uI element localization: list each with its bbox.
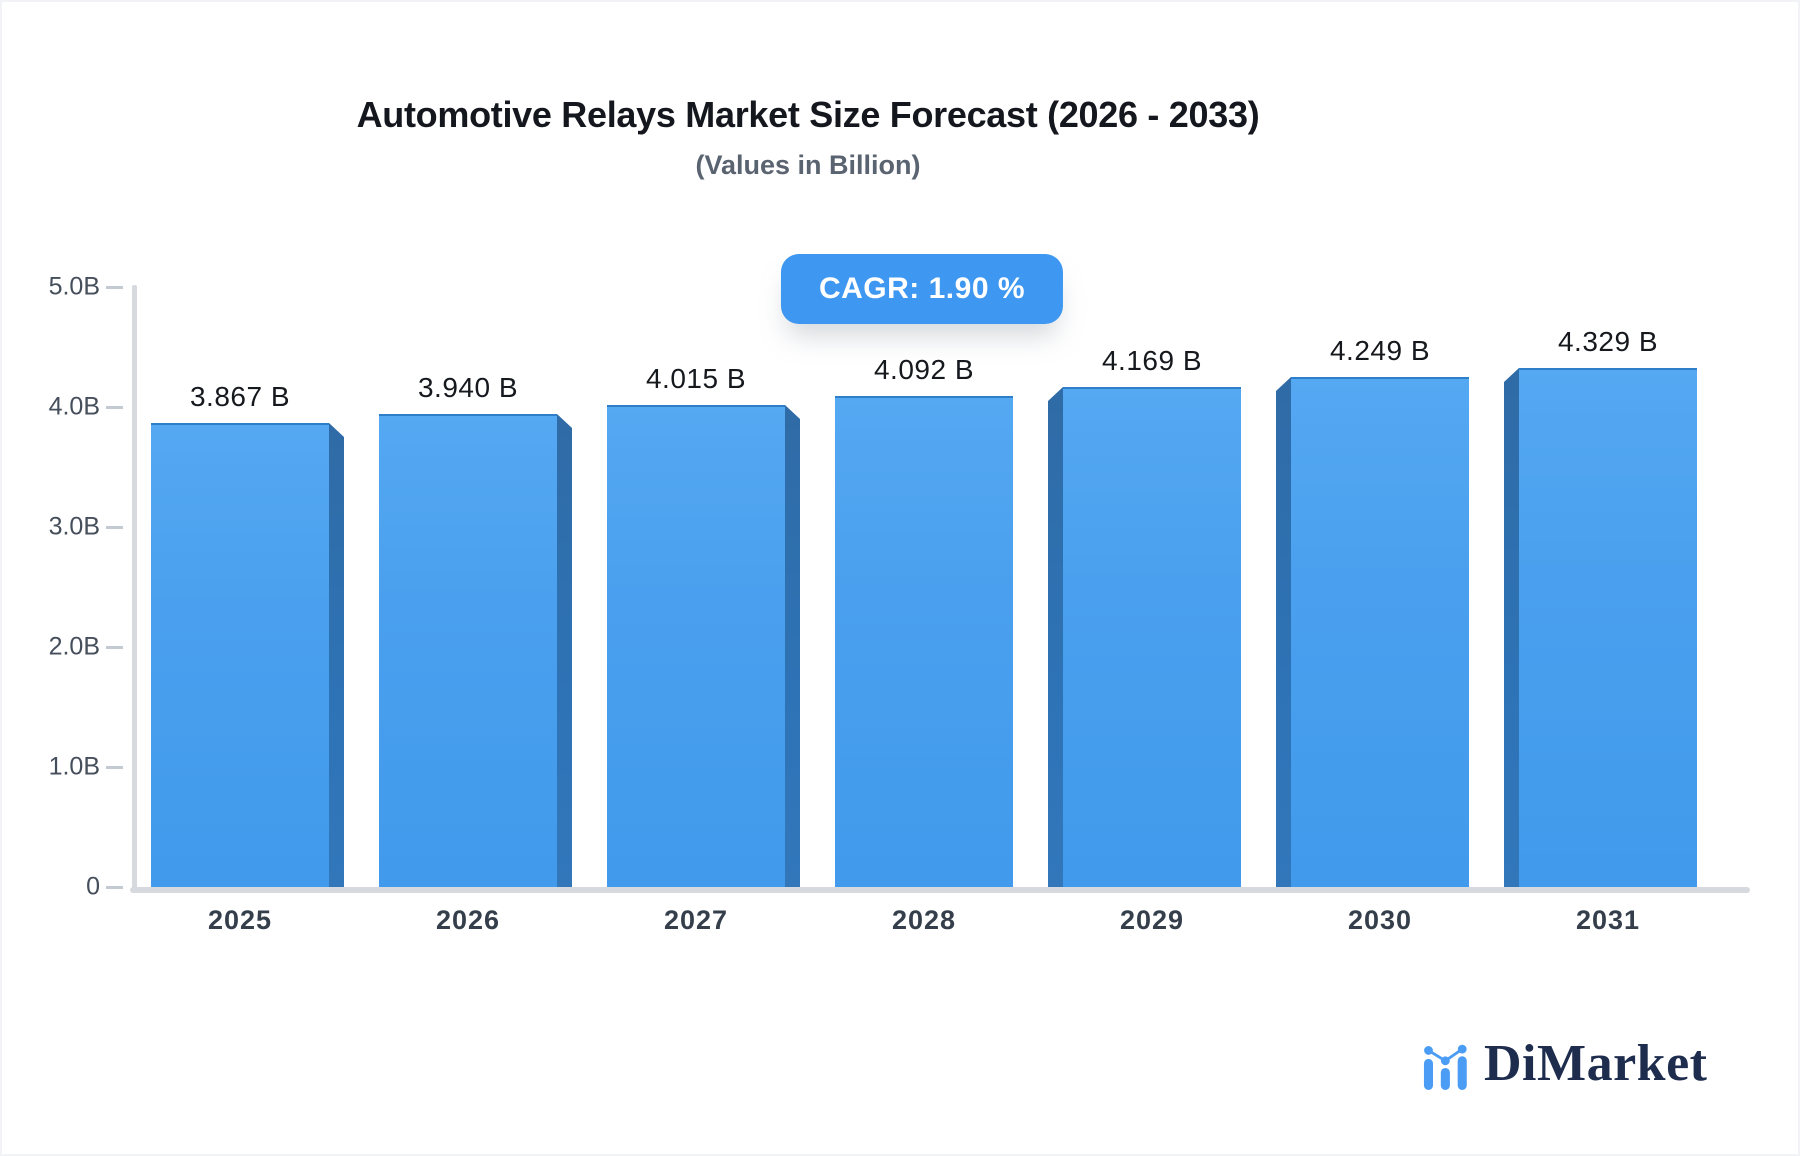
x-axis-baseline: [130, 887, 1750, 893]
bar-side-2030: [1276, 377, 1291, 887]
x-axis-label: 2029: [1119, 905, 1185, 935]
y-axis-tick-dash: [106, 526, 123, 529]
y-axis-tick-label: 3.0B: [48, 512, 100, 541]
y-axis-tick-label: 5.0B: [48, 272, 100, 301]
bar-value-label: 4.329 B: [1557, 326, 1659, 357]
y-axis-tick-label: 4.0B: [48, 392, 100, 421]
bar-value-label: 3.867 B: [189, 381, 291, 412]
bar-face-2030: [1291, 377, 1469, 887]
cagr-badge: CAGR: 1.90 %: [780, 254, 1064, 324]
y-axis-tick-label: 2.0B: [48, 632, 100, 661]
chart-header: Automotive Relays Market Size Forecast (…: [2, 94, 1614, 181]
bar-face-2031: [1519, 368, 1697, 887]
y-axis-tick-label: 1.0B: [48, 752, 100, 781]
bar-value-label: 4.092 B: [873, 354, 975, 385]
bar-chart-with-dots-icon: [1423, 1044, 1467, 1090]
chart-subtitle: (Values in Billion): [695, 150, 921, 180]
x-axis-label: 2025: [207, 905, 273, 935]
y-axis-tick-label: 0: [86, 872, 100, 901]
y-axis-tick-dash: [106, 766, 123, 769]
x-axis-label: 2026: [435, 905, 501, 935]
y-axis-tick-dash: [106, 286, 123, 289]
y-axis-line: [132, 285, 137, 893]
chart-title: Automotive Relays Market Size Forecast (…: [356, 94, 1260, 135]
bar-face-2025: [151, 423, 329, 887]
bar-side-2031: [1504, 368, 1519, 887]
bar-face-2027: [607, 405, 785, 887]
bar-value-label: 4.015 B: [645, 363, 747, 394]
y-axis-tick-dash: [106, 646, 123, 649]
bar-side-2029: [1048, 387, 1063, 887]
bar-value-label: 4.249 B: [1329, 335, 1431, 366]
bar-side-2027: [785, 405, 800, 887]
bar-side-2026: [557, 414, 572, 887]
bar-face-2029: [1063, 387, 1241, 887]
bar-value-label: 3.940 B: [417, 372, 519, 403]
x-axis-label: 2027: [663, 905, 729, 935]
dimarket-logo: DiMarket: [1420, 1038, 1707, 1090]
x-axis-label: 2030: [1347, 905, 1413, 935]
logo-text: DiMarket: [1484, 1035, 1708, 1092]
bar-value-label: 4.169 B: [1101, 345, 1203, 376]
y-axis-tick-dash: [106, 406, 123, 409]
bar-face-2028: [835, 396, 1013, 887]
bar-side-2025: [329, 423, 344, 887]
y-axis-tick-dash: [106, 886, 123, 889]
bar-face-2026: [379, 414, 557, 887]
x-axis-label: 2031: [1575, 905, 1641, 935]
x-axis-label: 2028: [891, 905, 957, 935]
